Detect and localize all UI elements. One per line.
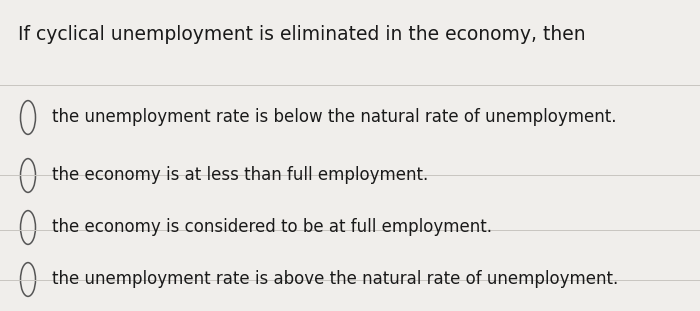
Text: the economy is considered to be at full employment.: the economy is considered to be at full …	[52, 219, 492, 236]
Text: the economy is at less than full employment.: the economy is at less than full employm…	[52, 166, 428, 184]
Text: the unemployment rate is above the natural rate of unemployment.: the unemployment rate is above the natur…	[52, 271, 618, 289]
Text: If cyclical unemployment is eliminated in the economy, then: If cyclical unemployment is eliminated i…	[18, 25, 586, 44]
Text: the unemployment rate is below the natural rate of unemployment.: the unemployment rate is below the natur…	[52, 109, 617, 127]
